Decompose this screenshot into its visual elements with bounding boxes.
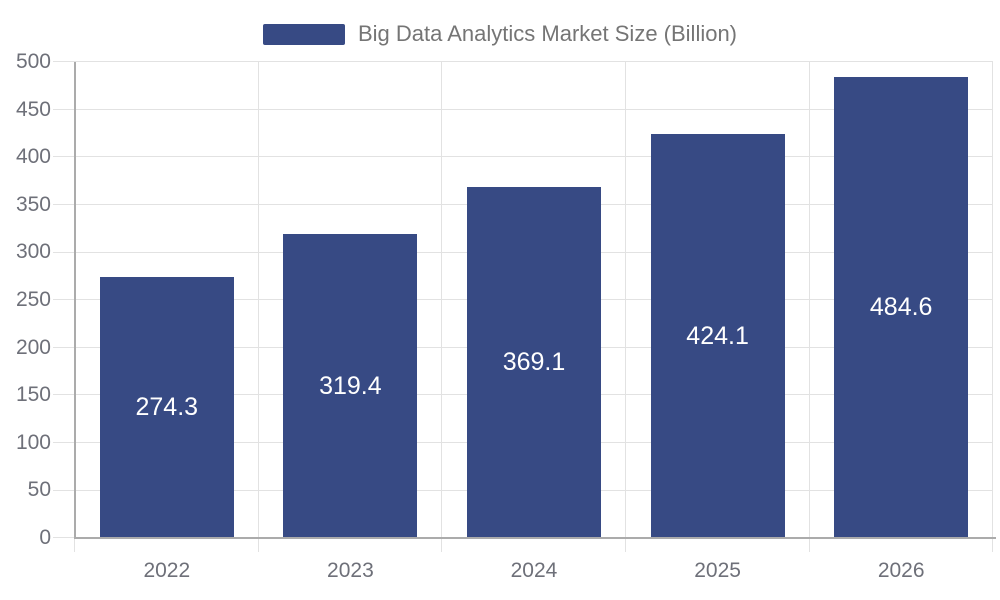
gridline-y	[75, 156, 993, 158]
y-tick-label: 500	[15, 50, 51, 73]
legend-label: Big Data Analytics Market Size (Billion)	[357, 21, 738, 46]
x-tick-label: 2024	[510, 559, 558, 582]
x-tick-label: 2026	[877, 559, 925, 582]
gridline-x	[992, 62, 994, 552]
y-axis-tick	[53, 394, 75, 396]
gridline-x	[257, 62, 259, 552]
gridline-x	[441, 62, 443, 552]
y-tick-label: 100	[15, 430, 51, 454]
y-tick-label: 400	[15, 145, 51, 169]
x-axis-line	[74, 537, 996, 539]
y-tick-label: 50	[27, 478, 51, 502]
bar-2026[interactable]	[834, 76, 969, 538]
y-axis-tick	[53, 442, 75, 444]
x-tick-label: 2023	[327, 559, 374, 582]
y-axis-tick	[53, 346, 75, 348]
y-tick-label: 200	[15, 335, 51, 359]
bar-2022[interactable]	[99, 276, 234, 538]
bar-2023[interactable]	[283, 233, 418, 538]
y-tick-label: 150	[15, 383, 51, 407]
gridline-x	[808, 62, 810, 552]
y-tick-label: 350	[15, 192, 51, 216]
y-axis-tick	[53, 61, 75, 63]
y-tick-label: 450	[15, 97, 51, 121]
gridline-y	[75, 108, 993, 110]
y-axis-line	[74, 62, 76, 539]
y-tick-label: 250	[15, 288, 51, 311]
legend-swatch-icon	[262, 23, 345, 45]
bar-2024[interactable]	[466, 186, 601, 538]
y-axis-tick	[53, 156, 75, 158]
y-axis-tick	[53, 108, 75, 110]
gridline-y	[75, 61, 993, 63]
y-tick-label: 0	[39, 526, 51, 549]
y-axis-tick	[53, 537, 75, 539]
y-axis-tick	[53, 299, 75, 301]
y-axis-tick	[53, 251, 75, 253]
y-axis-tick	[53, 489, 75, 491]
chart-legend[interactable]: Big Data Analytics Market Size (Billion)	[0, 21, 1000, 47]
plot-area: 0 50 100 150 200 250 300 350 400 450 500 274.3 2022 3…	[16, 50, 996, 582]
gridline-x	[625, 62, 627, 552]
bar-2025[interactable]	[650, 134, 785, 538]
x-tick-label: 2022	[143, 559, 191, 582]
y-axis-tick	[53, 204, 75, 206]
y-tick-label: 300	[15, 240, 51, 264]
x-tick-label: 2025	[694, 559, 741, 582]
